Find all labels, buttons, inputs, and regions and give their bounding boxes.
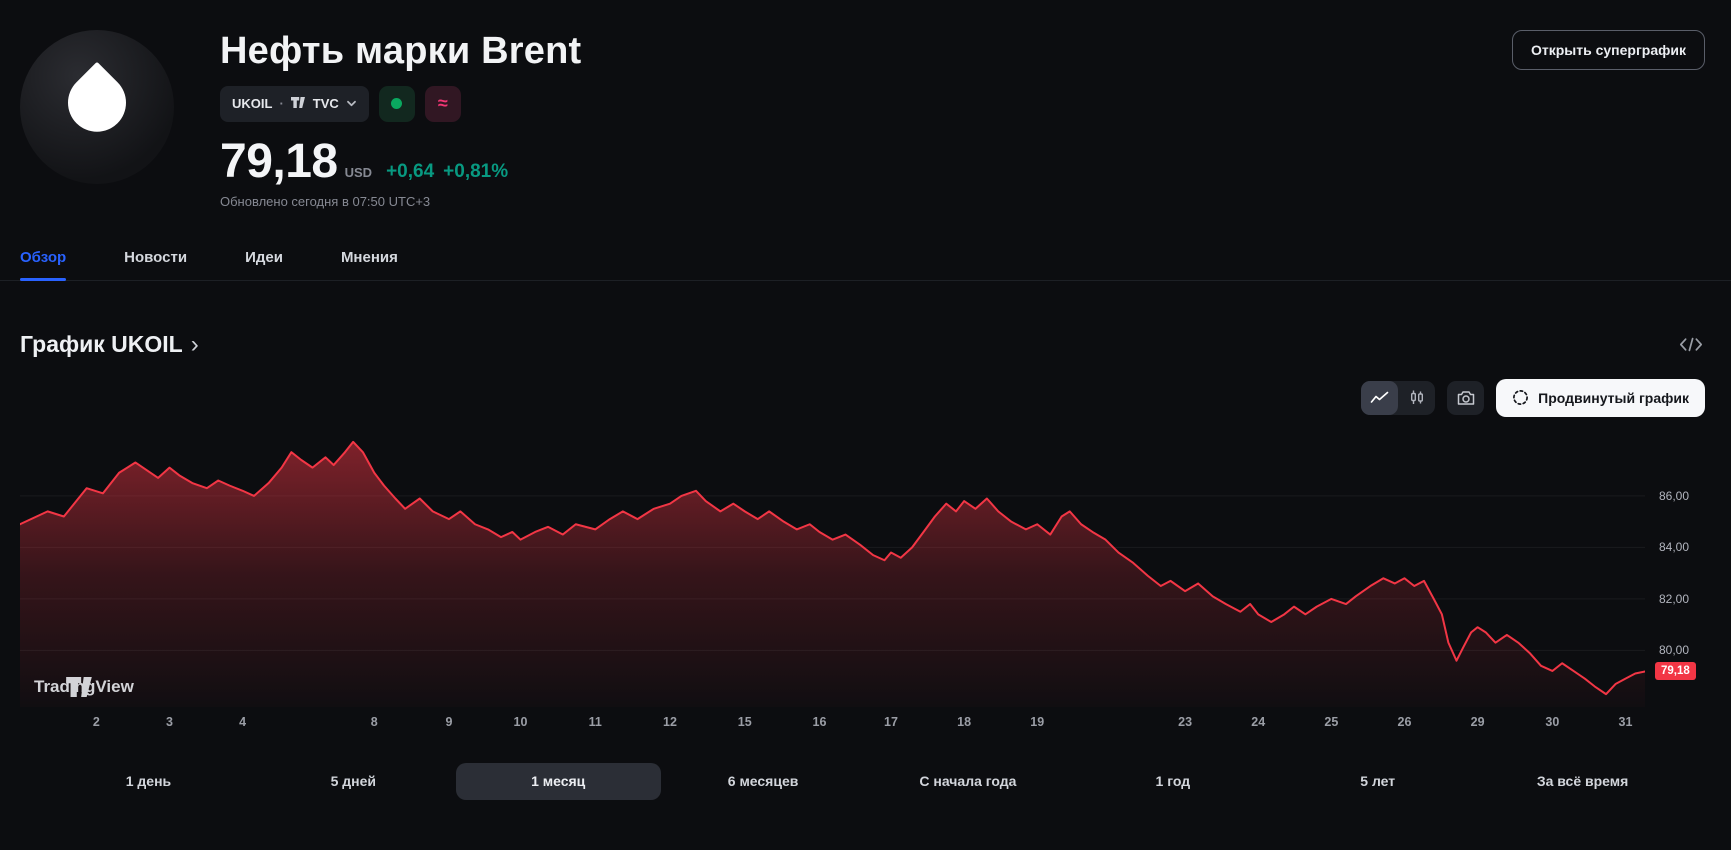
time-axis-label: 19 [1030,714,1045,729]
price-scale-label: 82,00 [1659,591,1690,606]
range-all-time[interactable]: За всё время [1480,763,1685,800]
market-open-badge[interactable] [378,85,415,122]
time-axis[interactable]: 2 3 4 8 9 10 11 12 15 16 17 18 19 23 24 25 26 29 30 31 [20,715,1731,733]
range-1-day[interactable]: 1 день [46,763,251,800]
tabs-nav: Обзор Новости Идеи Мнения [0,249,1731,281]
price-scale[interactable]: 86,00 84,00 82,00 80,00 79,18 [1645,429,1731,707]
line-chart-type-button[interactable] [1361,380,1399,415]
chevron-down-icon [346,98,357,109]
time-axis-label: 29 [1470,714,1485,729]
tradingview-watermark: TradingView [26,676,134,697]
candles-chart-type-button[interactable] [1398,381,1435,415]
time-axis-label: 25 [1324,714,1339,729]
tab-opinions[interactable]: Мнения [340,248,398,266]
updated-note: Обновлено сегодня в 07:50 UTC+3 [220,193,431,209]
price-change: +0,64 [386,160,435,182]
currency-label: USD [344,164,373,180]
page-title: Нефть марки Brent [220,30,582,72]
main-content: График UKOIL › [0,331,1731,800]
tab-ideas[interactable]: Идеи [245,248,283,266]
open-superchart-button[interactable]: Открыть суперграфик [1511,30,1705,70]
range-5-days[interactable]: 5 дней [251,763,456,800]
price-line [20,442,1645,694]
camera-icon [1457,390,1475,406]
candles-icon [1409,390,1425,405]
dashed-circle-icon [1512,389,1529,406]
time-axis-label: 2 [92,714,100,729]
time-axis-label: 16 [812,714,827,729]
range-1-month[interactable]: 1 месяц [455,762,661,800]
time-axis-label: 15 [737,714,752,729]
range-6-months[interactable]: 6 месяцев [661,763,866,800]
section-title-link[interactable]: График UKOIL › [20,331,199,359]
tab-overview[interactable]: Обзор [20,249,67,281]
chart-type-switcher [1361,380,1436,415]
advanced-chart-button[interactable]: Продвинутый график [1496,378,1705,417]
time-axis-spacer [1645,715,1731,733]
tradingview-mini-logo-icon [290,96,306,111]
price-change-percent: +0,81% [443,160,509,182]
time-axis-label: 11 [588,714,602,729]
chart-toolbar: Продвинутый график [0,378,1731,417]
time-axis-label: 10 [513,714,528,729]
section-title: График UKOIL [20,331,183,358]
symbol-code: UKOIL [232,96,273,112]
advanced-chart-label: Продвинутый график [1538,389,1689,406]
time-axis-label: 23 [1178,714,1193,729]
embed-code-icon[interactable] [1679,337,1703,352]
symbol-header: Нефть марки Brent UKOIL · TVC [0,0,1731,209]
range-selector: 1 день 5 дней 1 месяц 6 месяцев С начала год… [0,762,1731,800]
price-row: 79,18 USD +0,64 +0,81% [220,134,581,188]
range-1-year[interactable]: 1 год [1070,763,1275,800]
time-axis-label: 12 [663,714,677,729]
last-price: 79,18 [220,134,338,188]
range-5-years[interactable]: 5 лет [1275,763,1480,800]
symbol-logo [20,30,174,184]
time-axis-label: 4 [239,714,247,729]
oil-drop-icon [55,61,139,144]
snapshot-camera-button[interactable] [1447,380,1485,415]
time-axis-label: 17 [884,714,898,729]
range-ytd[interactable]: С начала года [866,763,1071,800]
symbol-switcher[interactable]: UKOIL · TVC [220,85,369,122]
time-axis-label: 18 [957,714,972,729]
time-axis-label: 3 [166,714,173,729]
last-price-badge: 79,18 [1655,662,1696,681]
time-axis-label: 31 [1618,714,1633,729]
chart-area: TradingView 86,00 84,00 82,00 80,00 79,18 [20,429,1731,707]
area-fill [20,441,1645,707]
commodity-badge[interactable]: ≈ [424,85,461,122]
exchange-code: TVC [312,96,339,112]
symbol-page: Нефть марки Brent UKOIL · TVC [0,0,1731,800]
price-scale-label: 80,00 [1659,643,1690,658]
time-axis-label: 9 [445,714,453,729]
section-head: График UKOIL › [0,331,1731,359]
time-axis-ticks: 2 3 4 8 9 10 11 12 15 16 17 18 19 23 24 25 26 29 30 31 [20,715,1645,733]
symbol-row: UKOIL · TVC ≈ [220,85,581,122]
line-chart-icon [1370,391,1389,405]
price-scale-label: 84,00 [1659,540,1690,555]
chevron-right-icon: › [190,330,199,358]
time-axis-label: 26 [1397,714,1412,729]
tab-news[interactable]: Новости [124,248,188,266]
time-axis-label: 8 [370,714,378,729]
time-axis-label: 30 [1545,714,1560,729]
market-status-dot-icon [391,98,403,110]
chart-canvas[interactable] [20,429,1645,707]
price-chart[interactable]: TradingView [20,429,1645,707]
separator: · [279,96,284,112]
header-info: Нефть марки Brent UKOIL · TVC [220,30,581,209]
time-axis-label: 24 [1251,714,1266,729]
waves-icon: ≈ [437,93,448,114]
price-scale-label: 86,00 [1659,488,1690,503]
